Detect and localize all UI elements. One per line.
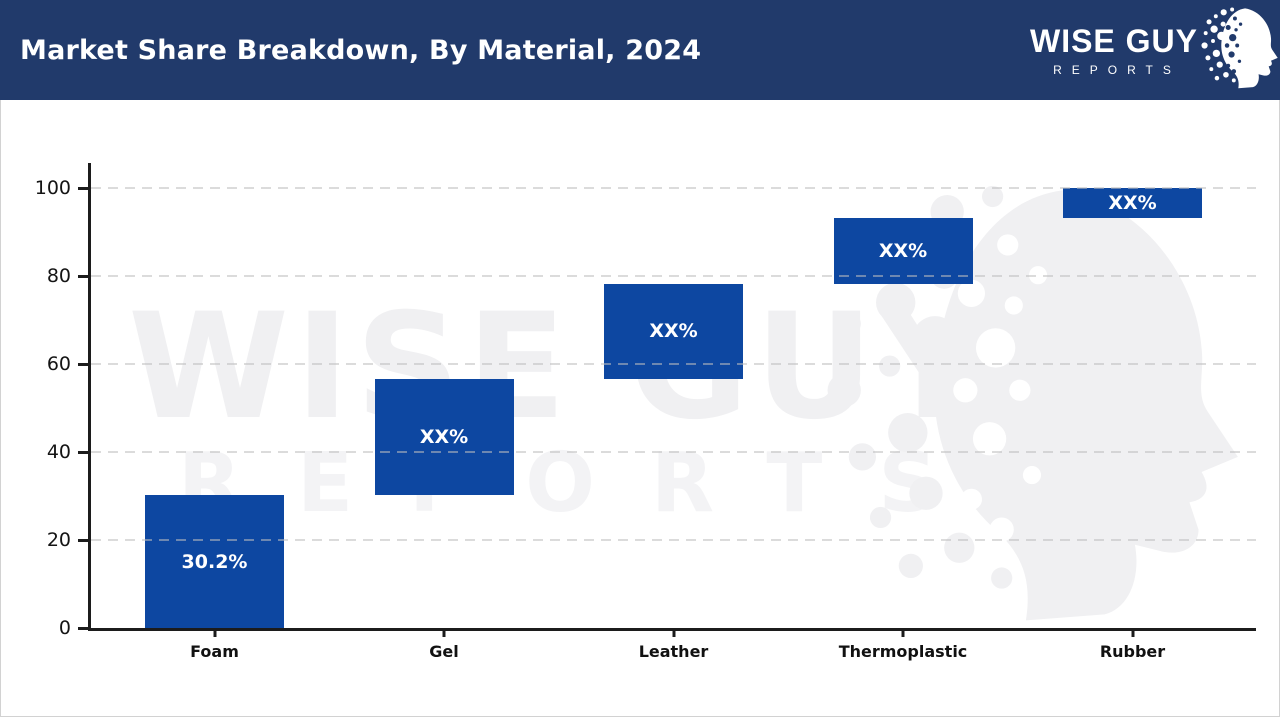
y-tick — [78, 626, 88, 630]
y-axis-label: 80 — [46, 265, 71, 287]
x-tick — [442, 628, 446, 637]
logo-face-icon — [1200, 5, 1280, 95]
x-axis-label-leather: Leather — [638, 642, 709, 661]
y-tick — [78, 186, 88, 190]
x-axis-label-thermoplastic: Thermoplastic — [838, 642, 968, 661]
bar-rubber: XX% — [1063, 188, 1202, 218]
gridline — [91, 539, 1256, 541]
bar-foam: 30.2% — [145, 495, 284, 628]
x-tick — [901, 628, 905, 637]
y-tick — [78, 362, 88, 366]
bar-value-label: XX% — [649, 320, 698, 343]
x-axis-label-gel: Gel — [429, 642, 459, 661]
gridline — [91, 451, 1256, 453]
header: Market Share Breakdown, By Material, 202… — [0, 0, 1280, 100]
bar-value-label: 30.2% — [181, 550, 248, 573]
watermark-wordmark: WISE GUY — [128, 282, 992, 452]
bar-value-label: XX% — [1108, 191, 1157, 214]
logo-wordmark: WISE GUY — [1029, 23, 1198, 59]
bar-thermoplastic: XX% — [833, 217, 973, 284]
logo-subtitle: REPORTS — [1053, 63, 1181, 77]
y-axis-label: 40 — [46, 441, 71, 463]
x-tick — [213, 628, 216, 637]
y-tick — [78, 274, 88, 278]
x-axis-label-foam: Foam — [190, 642, 239, 661]
x-tick — [672, 628, 675, 637]
y-axis-label: 0 — [58, 617, 71, 639]
x-axis-label-rubber: Rubber — [1099, 642, 1166, 661]
gridline — [91, 275, 1256, 277]
bar-leather: XX% — [604, 283, 743, 379]
y-tick — [78, 450, 88, 454]
bar-value-label: XX% — [419, 425, 469, 448]
gridline — [91, 363, 1256, 365]
page-title: Market Share Breakdown, By Material, 202… — [20, 34, 702, 66]
x-tick — [1131, 628, 1134, 637]
gridline — [91, 187, 1256, 189]
plot-area: 30.2% Foam XX% Gel XX% Leather XX% Thermoplasti… — [35, 163, 1256, 661]
logo-text: WISE GUY REPORTS — [1030, 23, 1198, 77]
wise-guy-logo: WISE GUY REPORTS — [1030, 0, 1280, 100]
y-axis-label: 100 — [34, 177, 71, 199]
bar-value-label: XX% — [878, 239, 928, 262]
y-tick — [78, 538, 88, 542]
bar-gel: XX% — [374, 378, 514, 496]
y-axis-label: 60 — [46, 353, 71, 375]
y-axis-label: 20 — [46, 529, 71, 551]
